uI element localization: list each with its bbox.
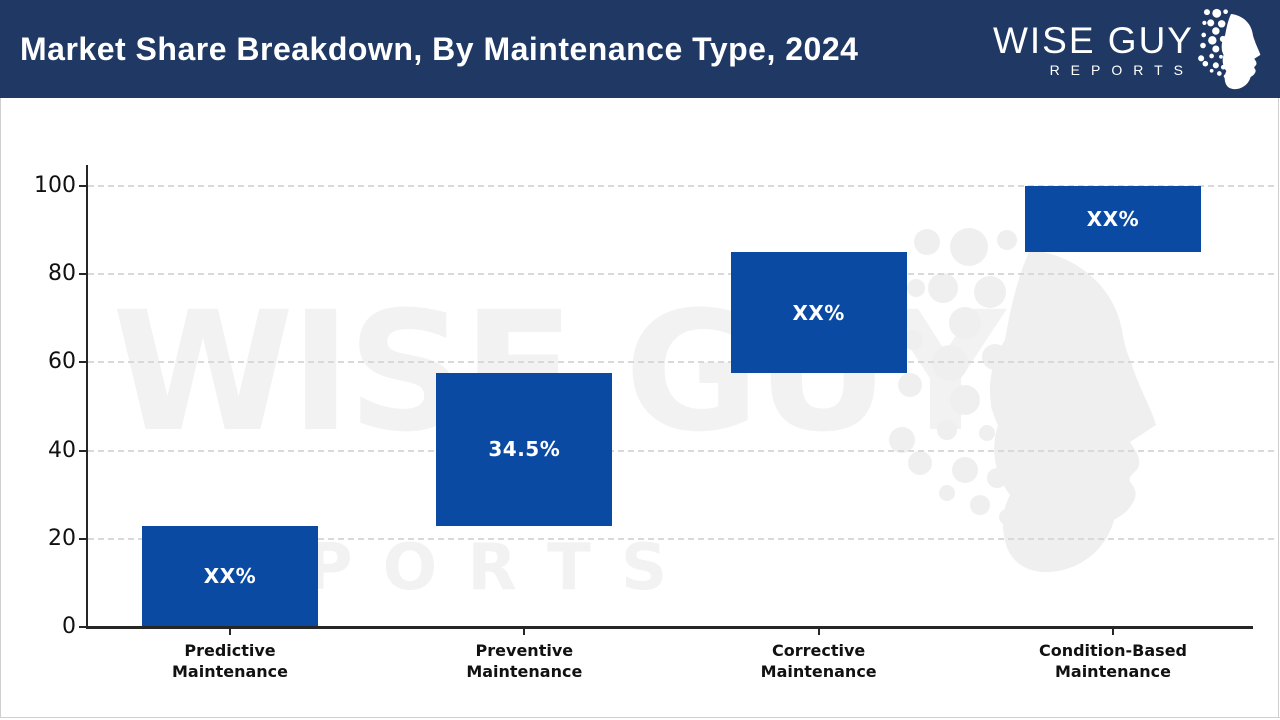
chart-title: Market Share Breakdown, By Maintenance T… <box>20 30 859 67</box>
x-axis-category-label: Preventive Maintenance <box>404 640 644 682</box>
card-border-bottom <box>0 717 1280 718</box>
gridline-40 <box>88 449 1274 452</box>
x-axis-category-line: Preventive <box>475 641 574 660</box>
y-axis-tick-label: 0 <box>62 614 76 639</box>
card-border-right <box>1278 98 1279 717</box>
x-axis-tick-mark <box>1111 628 1114 635</box>
x-axis-tick-mark <box>817 628 820 635</box>
y-axis-line <box>86 165 88 629</box>
x-axis-category-line: Maintenance <box>466 662 583 681</box>
y-axis-tick-mark <box>79 185 87 187</box>
gridline-60 <box>88 361 1274 364</box>
y-axis-tick-mark <box>79 537 87 540</box>
bar-3: XX% <box>730 252 907 374</box>
gridline-80 <box>88 273 1274 276</box>
y-axis-tick-mark <box>79 449 87 452</box>
y-axis-tick-label: 60 <box>48 349 76 375</box>
x-axis-category-line: Maintenance <box>1054 662 1171 681</box>
y-axis-tick-mark <box>79 361 87 364</box>
y-axis-tick-mark <box>79 626 87 628</box>
gridline-100 <box>88 185 1274 187</box>
x-axis-category-line: Condition-Based <box>1038 641 1187 660</box>
header-bar: Market Share Breakdown, By Maintenance T… <box>0 0 1280 98</box>
bar-value-label: XX% <box>203 564 257 589</box>
bar-1: XX% <box>142 525 318 627</box>
card-border-left <box>0 98 1 717</box>
y-axis-tick-label: 20 <box>48 525 76 551</box>
logo-wordmark: WISE GUY <box>992 19 1194 61</box>
bar-value-label: XX% <box>1086 207 1140 232</box>
x-axis-category-line: Maintenance <box>171 662 288 681</box>
x-axis-category-line: Corrective <box>772 641 866 660</box>
bar-value-label: 34.5% <box>488 437 561 462</box>
x-axis-category-label: Condition-Based Maintenance <box>993 640 1233 682</box>
y-axis-tick-label: 100 <box>34 173 76 198</box>
wise-guy-logo: WISE GUY REPORTS <box>993 7 1280 91</box>
wise-guy-logo-text: WISE GUY REPORTS <box>993 22 1194 77</box>
x-axis-tick-mark <box>523 628 526 635</box>
bar-value-label: XX% <box>792 300 845 325</box>
bar-4: XX% <box>1024 186 1201 253</box>
x-axis-category-label: Corrective Maintenance <box>699 640 939 682</box>
logo-subtitle: REPORTS <box>1049 61 1194 78</box>
x-axis-category-label: Predictive Maintenance <box>110 640 350 682</box>
gridline-20 <box>88 537 1274 540</box>
x-axis-line <box>86 626 1253 629</box>
x-axis-category-line: Maintenance <box>760 662 877 681</box>
x-axis-tick-mark <box>229 628 231 635</box>
x-axis-category-line: Predictive <box>184 641 276 660</box>
y-axis-tick-label: 40 <box>48 437 76 463</box>
y-axis-tick-mark <box>79 273 87 276</box>
y-axis-tick-label: 80 <box>48 261 76 287</box>
bar-2: 34.5% <box>436 373 613 526</box>
